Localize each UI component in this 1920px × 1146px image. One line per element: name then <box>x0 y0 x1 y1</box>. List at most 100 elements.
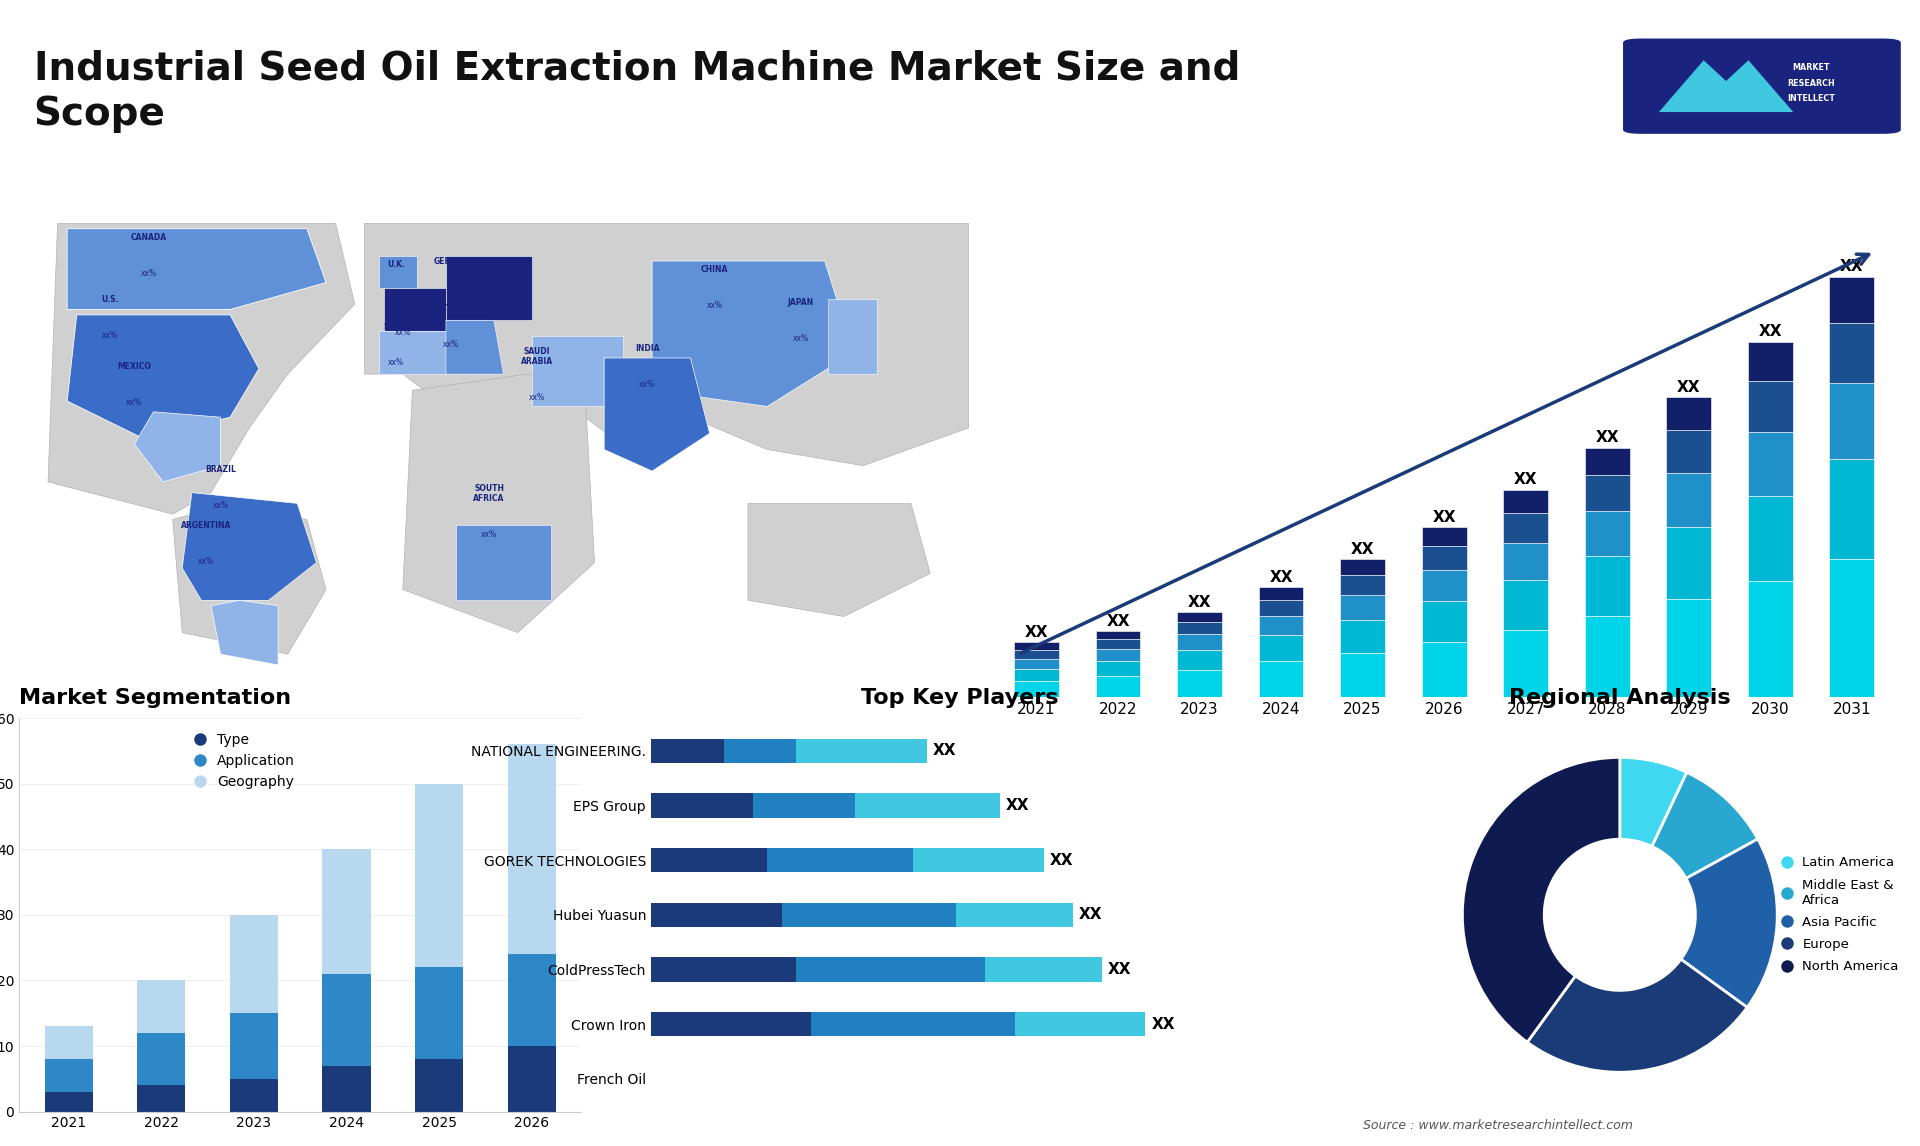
Text: XX: XX <box>1079 908 1102 923</box>
Polygon shape <box>445 256 532 320</box>
Bar <box>1014 668 1058 681</box>
Polygon shape <box>605 358 710 471</box>
Bar <box>230 1078 278 1112</box>
Text: Market Segmentation: Market Segmentation <box>19 688 292 708</box>
Bar <box>1014 1012 1146 1036</box>
Bar <box>323 974 371 1066</box>
Bar <box>1584 448 1630 476</box>
Polygon shape <box>67 315 259 439</box>
Bar <box>1014 651 1058 659</box>
Text: xx%: xx% <box>639 379 655 388</box>
Text: XX: XX <box>1108 961 1131 978</box>
FancyBboxPatch shape <box>1622 39 1901 134</box>
Polygon shape <box>749 503 929 617</box>
Bar <box>797 738 927 763</box>
Bar <box>1177 669 1221 697</box>
Bar <box>1421 642 1467 697</box>
Bar <box>1096 661 1140 676</box>
Bar <box>912 848 1044 872</box>
Bar <box>1503 630 1548 697</box>
Text: U.K.: U.K. <box>388 260 405 269</box>
Polygon shape <box>378 256 417 288</box>
Text: xx%: xx% <box>388 296 403 305</box>
Text: xx%: xx% <box>213 501 228 510</box>
Bar <box>1667 430 1711 473</box>
Text: SPAIN: SPAIN <box>384 322 409 331</box>
Wedge shape <box>1680 839 1778 1007</box>
Text: xx%: xx% <box>396 329 411 337</box>
Text: xx%: xx% <box>707 301 722 311</box>
Text: xx%: xx% <box>447 293 463 303</box>
Bar <box>1014 681 1058 697</box>
Bar <box>651 848 768 872</box>
Title: Top Key Players: Top Key Players <box>862 688 1058 708</box>
Text: XX: XX <box>1152 1017 1175 1031</box>
Text: xx%: xx% <box>793 333 808 343</box>
Polygon shape <box>67 229 326 309</box>
Bar <box>1177 612 1221 622</box>
Text: xx%: xx% <box>388 358 403 367</box>
Text: xx%: xx% <box>198 557 215 566</box>
Bar <box>1584 556 1630 615</box>
Text: MEXICO: MEXICO <box>117 362 152 371</box>
Bar <box>1503 489 1548 513</box>
Bar <box>44 1059 92 1092</box>
Text: XX: XX <box>1839 259 1864 274</box>
Bar <box>507 744 555 955</box>
Bar <box>415 1059 463 1112</box>
Bar <box>1830 276 1874 323</box>
Bar <box>956 903 1073 927</box>
Bar <box>138 1085 186 1112</box>
Polygon shape <box>384 288 445 331</box>
Bar <box>507 1046 555 1112</box>
Text: xx%: xx% <box>102 331 119 340</box>
Legend: Latin America, Middle East &
Africa, Asia Pacific, Europe, North America: Latin America, Middle East & Africa, Asi… <box>1776 851 1905 979</box>
Bar <box>810 1012 1014 1036</box>
Bar <box>1260 587 1304 601</box>
Bar <box>1260 635 1304 661</box>
Text: INTELLECT: INTELLECT <box>1788 94 1836 103</box>
Polygon shape <box>378 331 445 374</box>
Bar <box>44 1092 92 1112</box>
Bar <box>724 738 797 763</box>
Bar <box>1260 615 1304 635</box>
Bar <box>1747 432 1793 496</box>
Bar <box>1830 559 1874 697</box>
Bar <box>1830 323 1874 383</box>
Title: Regional Analysis: Regional Analysis <box>1509 688 1730 708</box>
Text: RESEARCH: RESEARCH <box>1788 79 1836 87</box>
Polygon shape <box>653 261 854 407</box>
Bar <box>1830 458 1874 559</box>
Text: ARGENTINA: ARGENTINA <box>180 521 232 531</box>
Text: xx%: xx% <box>482 531 497 540</box>
Text: xx%: xx% <box>127 399 142 407</box>
Bar <box>651 957 797 982</box>
Text: XX: XX <box>1596 431 1619 446</box>
Text: XX: XX <box>1025 625 1048 639</box>
Bar <box>1503 513 1548 543</box>
Bar <box>1421 545 1467 571</box>
Bar <box>230 915 278 1013</box>
Polygon shape <box>365 223 968 465</box>
Text: XX: XX <box>1352 542 1375 557</box>
Bar <box>1667 527 1711 599</box>
Text: xx%: xx% <box>140 269 157 278</box>
Text: SOUTH
AFRICA: SOUTH AFRICA <box>474 484 505 503</box>
Bar <box>1830 383 1874 458</box>
Bar <box>1421 527 1467 545</box>
Bar <box>323 849 371 974</box>
Text: INDIA: INDIA <box>636 344 660 353</box>
Bar <box>781 903 956 927</box>
Bar <box>985 957 1102 982</box>
Text: Industrial Seed Oil Extraction Machine Market Size and
Scope: Industrial Seed Oil Extraction Machine M… <box>33 49 1240 133</box>
Bar <box>138 981 186 1033</box>
Text: SAUDI
ARABIA: SAUDI ARABIA <box>520 346 553 366</box>
Bar <box>1667 599 1711 697</box>
Text: CANADA: CANADA <box>131 233 167 242</box>
Text: XX: XX <box>1050 853 1073 868</box>
Bar <box>753 793 854 818</box>
Bar <box>1503 543 1548 580</box>
Text: XX: XX <box>933 744 956 759</box>
Bar <box>1667 397 1711 430</box>
Bar <box>651 738 724 763</box>
